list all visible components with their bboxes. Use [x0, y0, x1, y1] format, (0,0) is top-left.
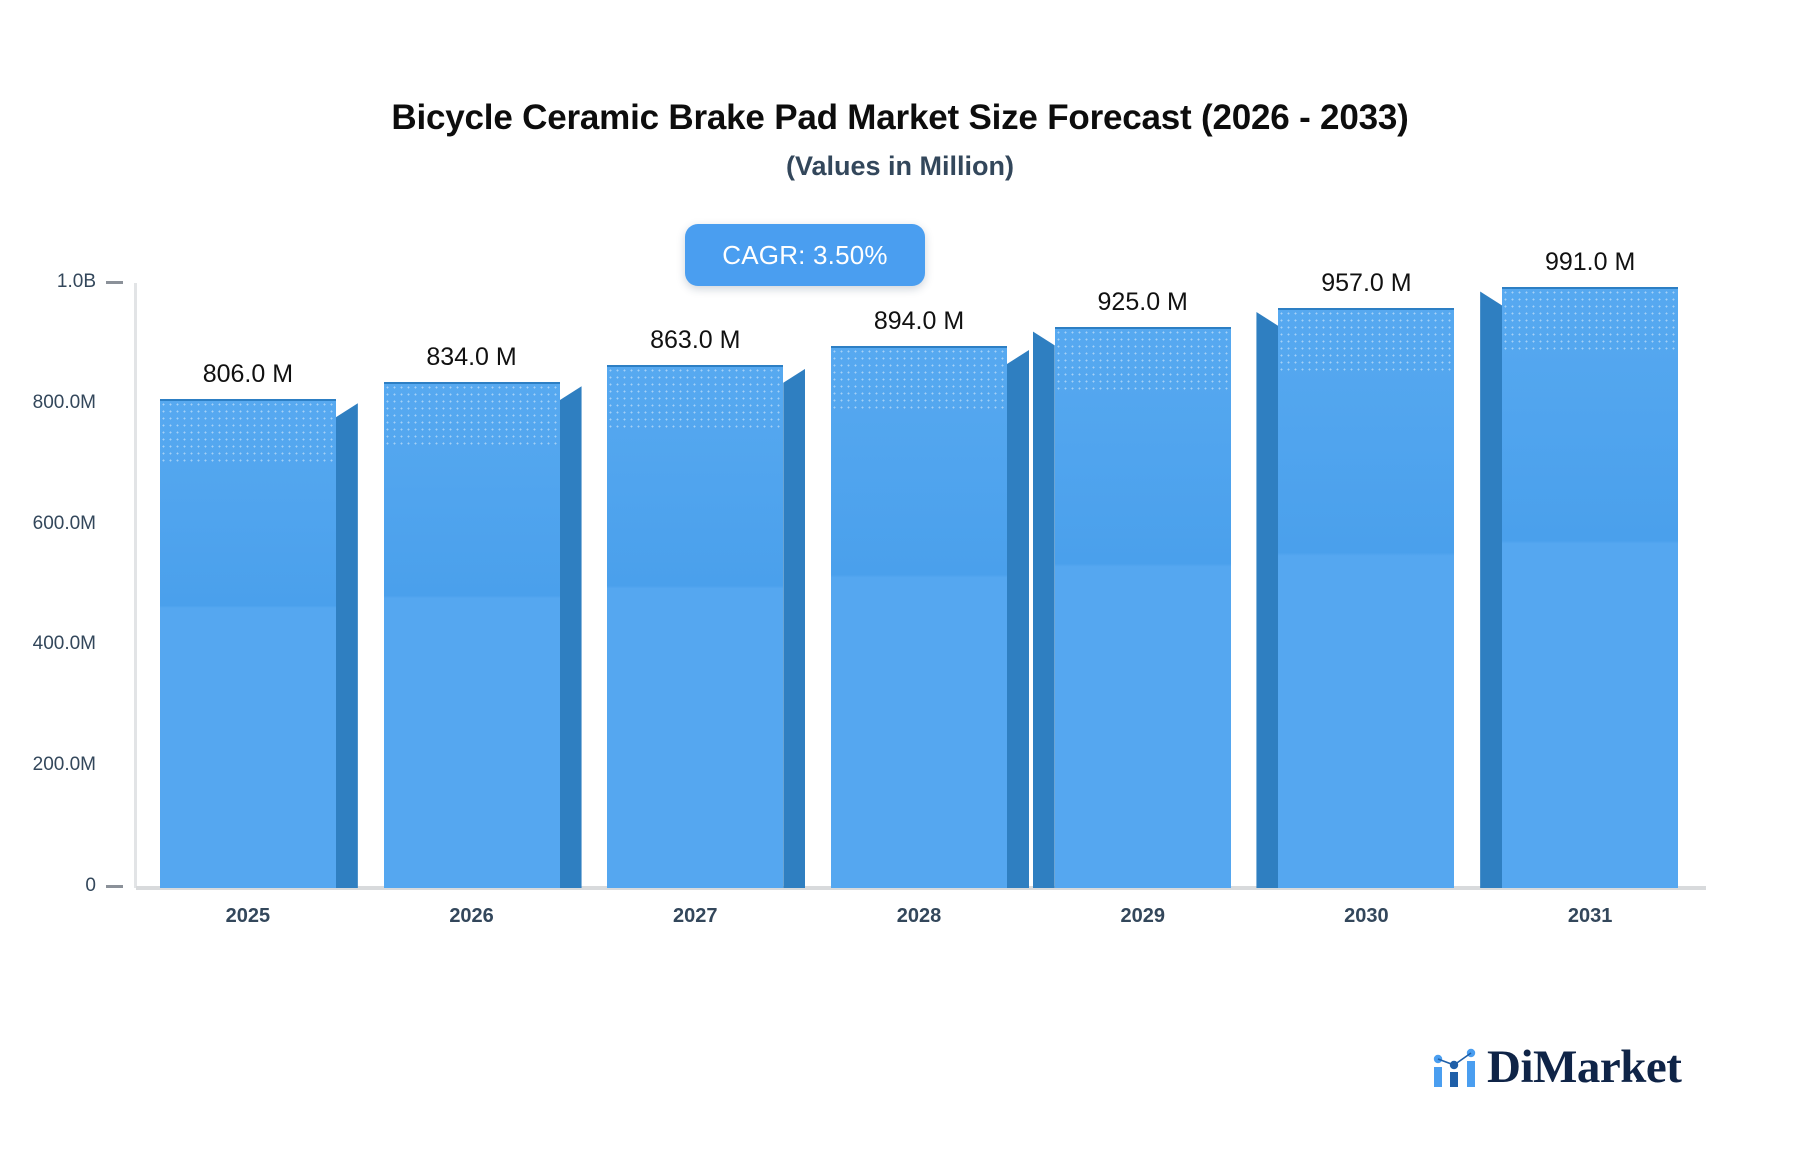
y-axis-tick-label: 400.0M — [32, 633, 96, 655]
bar-side-face — [1480, 291, 1503, 888]
y-axis-tick-label: 600.0M — [32, 512, 96, 534]
plot-area: 806.0 M 834.0 M 863.0 M 894.0 M 925.0 M 957.0… — [136, 248, 1702, 888]
bar-watermark-texture — [1278, 309, 1455, 372]
chart-title: Bicycle Ceramic Brake Pad Market Size Fo… — [391, 98, 1409, 137]
bar-watermark-texture — [607, 366, 784, 429]
bar-side-face — [559, 386, 582, 888]
bar-front-face — [383, 382, 560, 888]
x-axis-tick-label: 2026 — [449, 905, 494, 927]
bar-chart-logo-icon — [1432, 1047, 1478, 1089]
bar-watermark-texture — [383, 384, 560, 447]
y-axis-tick-label: 200.0M — [32, 754, 96, 776]
y-axis-tick: 0 — [0, 873, 130, 899]
bar-watermark-texture — [1502, 289, 1679, 352]
bar-front-face — [1502, 287, 1679, 888]
bar-front-face — [1278, 307, 1455, 888]
bar-watermark-texture — [831, 348, 1007, 411]
bar-value-label: 806.0 M — [202, 360, 294, 389]
bar[interactable] — [831, 346, 1029, 888]
bar[interactable] — [1480, 287, 1679, 888]
bar-value-label: 834.0 M — [426, 343, 517, 372]
y-axis-tick: 800.0M — [0, 390, 130, 416]
chart-subtitle: (Values in Million) — [785, 151, 1015, 181]
y-axis-tick-label: 0 — [85, 875, 96, 896]
bar-value-label: 991.0 M — [1544, 248, 1636, 277]
bar-side-face — [335, 403, 358, 888]
y-axis-tick-label: 1.0B — [56, 271, 96, 292]
bar-front-face — [831, 346, 1007, 888]
bar-value-label: 863.0 M — [650, 325, 741, 354]
bar-front-face — [607, 364, 784, 888]
bar-side-face — [783, 368, 806, 888]
y-axis-tick-mark — [106, 885, 123, 888]
y-axis-tick: 1.0B — [0, 269, 130, 295]
bar[interactable] — [159, 399, 358, 888]
x-axis-baseline — [136, 886, 1706, 890]
x-axis-tick-label: 2029 — [1120, 905, 1165, 927]
x-axis-tick-label: 2027 — [673, 905, 718, 927]
y-axis-tick-mark — [106, 281, 123, 284]
bar[interactable] — [383, 382, 582, 888]
bar[interactable] — [1256, 307, 1455, 888]
y-axis-tick-label: 800.0M — [32, 391, 96, 413]
y-axis-tick: 400.0M — [0, 631, 130, 657]
bar[interactable] — [1032, 327, 1231, 888]
bar-side-face — [1256, 311, 1279, 888]
bar-value-label: 925.0 M — [1097, 288, 1188, 317]
x-axis-tick-label: 2028 — [896, 905, 942, 927]
bar-value-label: 957.0 M — [1321, 268, 1412, 297]
bar-side-face — [1032, 331, 1055, 888]
logo-text: DiMarket — [1487, 1041, 1682, 1093]
x-axis-tick-label: 2031 — [1567, 905, 1613, 927]
x-axis-tick-label: 2030 — [1344, 905, 1389, 927]
bar-watermark-texture — [1054, 329, 1231, 392]
bar-side-face — [1007, 350, 1029, 888]
y-axis-tick: 600.0M — [0, 511, 130, 537]
brand-logo[interactable]: DiMarket — [1432, 1041, 1682, 1093]
cagr-badge[interactable]: CAGR: 3.50% — [685, 224, 925, 286]
y-axis-tick: 200.0M — [0, 752, 130, 778]
bar-front-face — [159, 399, 336, 888]
bar[interactable] — [607, 364, 806, 888]
y-axis-line — [134, 283, 137, 888]
x-axis-tick-label: 2025 — [225, 905, 271, 927]
bar-front-face — [1054, 327, 1231, 888]
bar-value-label: 894.0 M — [873, 307, 965, 336]
bar-watermark-texture — [159, 401, 336, 464]
chart-header: Bicycle Ceramic Brake Pad Market Size Fo… — [0, 96, 1800, 186]
